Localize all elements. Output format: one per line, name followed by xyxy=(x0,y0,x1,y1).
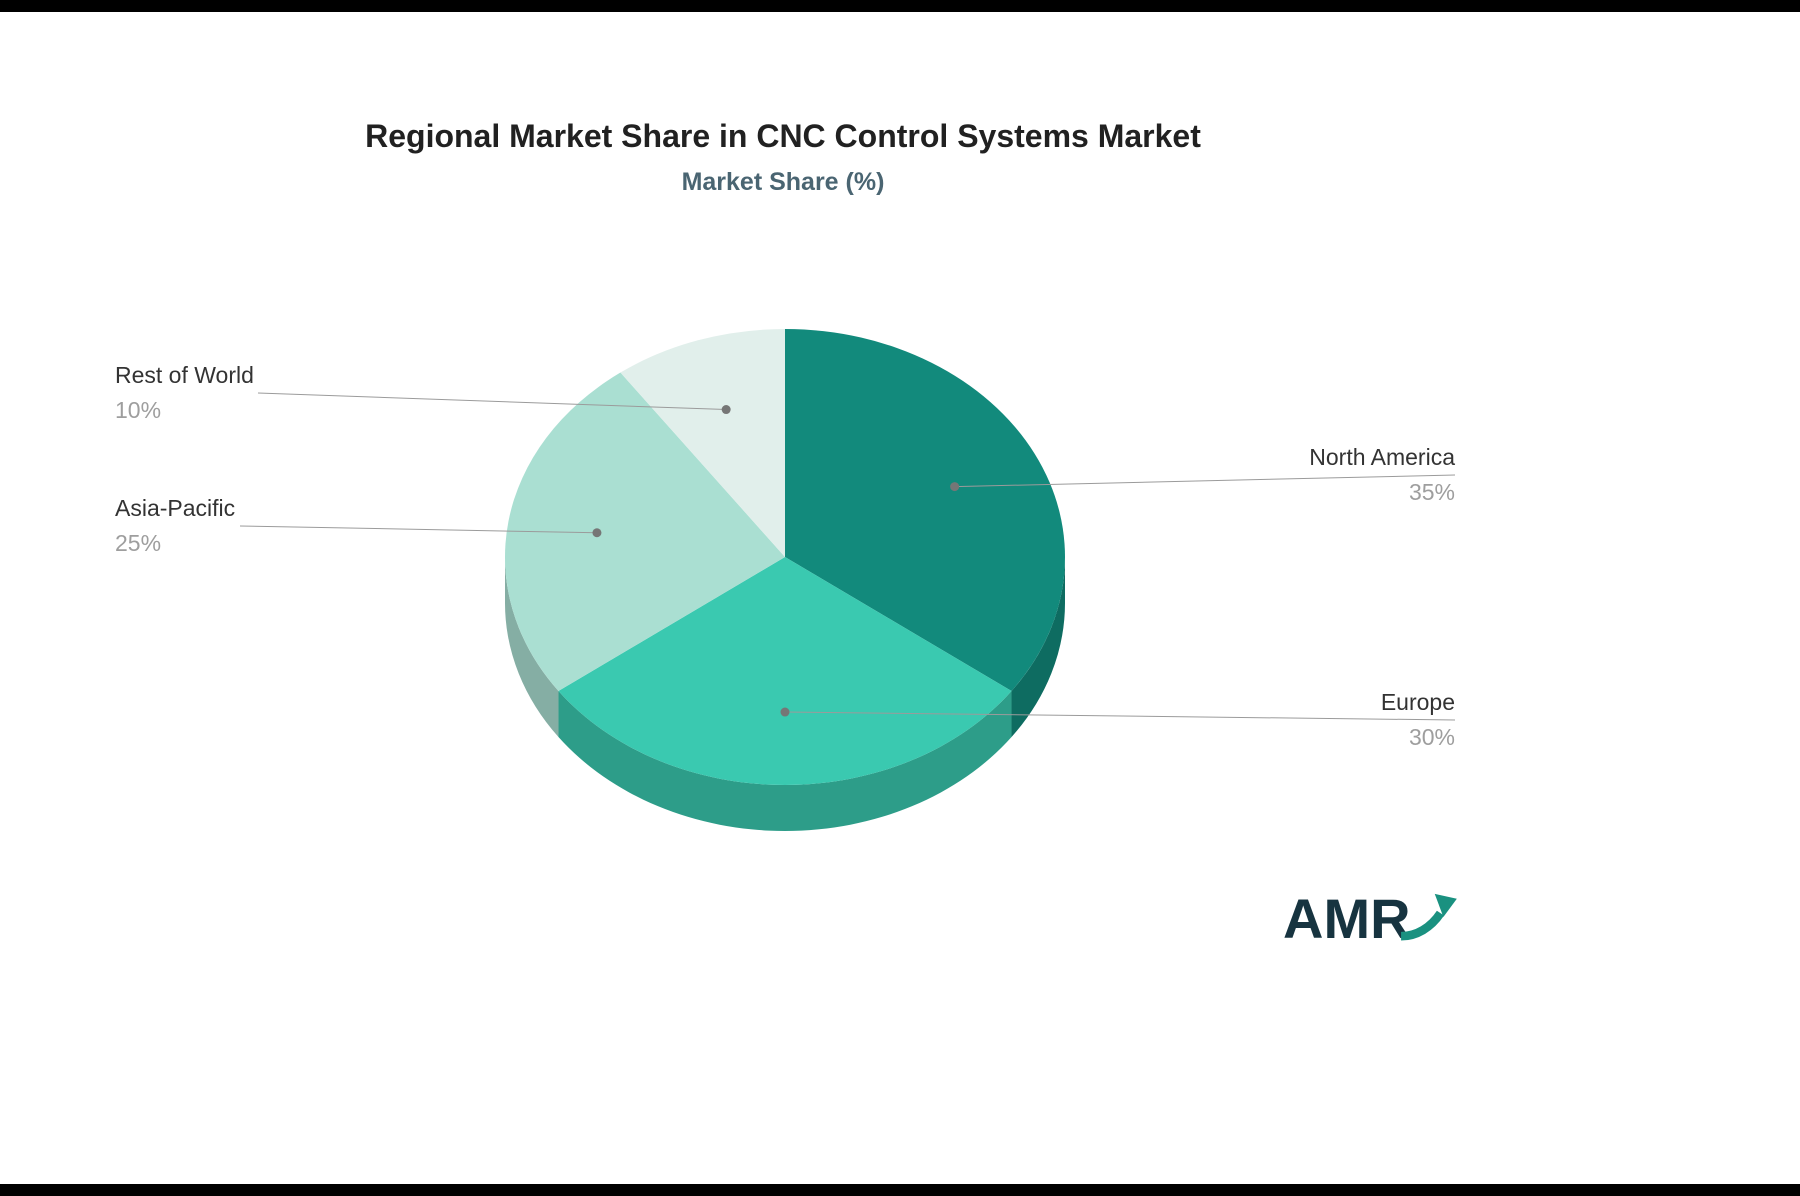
leader-dot xyxy=(721,405,731,415)
callout-value: 30% xyxy=(1408,724,1455,750)
callout-label: North America xyxy=(1309,444,1455,470)
pie-slice-asia-pacific xyxy=(504,372,785,692)
callout-label: Asia-Pacific xyxy=(115,495,236,521)
leader-dot xyxy=(950,482,960,492)
chart-subtitle: Market Share (%) xyxy=(681,168,885,196)
pie-slice-side xyxy=(505,557,559,738)
callout-value: 10% xyxy=(115,397,162,423)
leader-line xyxy=(239,525,597,534)
callout-value: 35% xyxy=(1408,479,1455,505)
leader-dot xyxy=(780,707,790,717)
chart-title: Regional Market Share in CNC Control Sys… xyxy=(365,118,1201,154)
leader-line xyxy=(257,392,727,411)
callout-asia-pacific: Asia-Pacific 25% xyxy=(115,494,235,557)
top-letterbox-bar xyxy=(0,0,1800,12)
leader-dot xyxy=(592,528,602,538)
pie-slice-north-america xyxy=(785,329,1065,692)
bottom-letterbox-bar xyxy=(0,1184,1800,1196)
pie-slice-side xyxy=(558,691,1012,831)
pie-slice-europe xyxy=(558,557,1012,785)
growth-arrow-icon xyxy=(1400,893,1457,941)
leader-line xyxy=(784,711,1456,721)
callout-rest-of-world: Rest of World 10% xyxy=(115,361,254,424)
leader-line xyxy=(954,474,1456,488)
callout-europe: Europe 30% xyxy=(1381,688,1455,751)
callout-label: Europe xyxy=(1380,689,1455,715)
amr-logo: AMR xyxy=(1283,888,1457,950)
callout-value: 25% xyxy=(115,530,162,556)
pie-slice-side xyxy=(1011,557,1065,738)
callout-north-america: North America 35% xyxy=(1309,443,1455,506)
amr-logo-text: AMR xyxy=(1283,887,1411,950)
pie-slice-rest-of-world xyxy=(620,329,785,557)
callout-label: Rest of World xyxy=(115,362,254,388)
